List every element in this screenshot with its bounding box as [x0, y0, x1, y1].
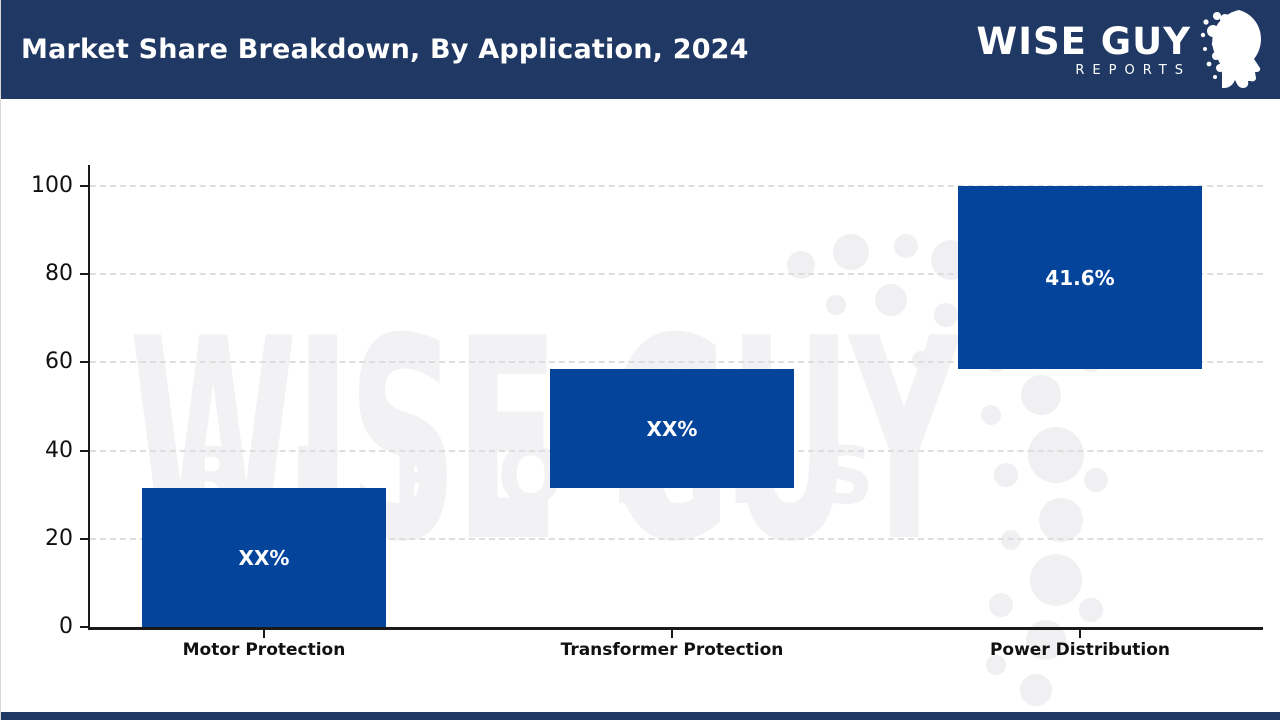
y-axis-tick [80, 185, 88, 187]
y-axis-tick [80, 626, 88, 628]
bar-value-label: XX% [646, 416, 698, 441]
x-axis-line [88, 627, 1263, 630]
y-tick-label: 100 [31, 173, 73, 198]
bar-segment: XX% [550, 369, 794, 489]
y-axis-line [88, 165, 90, 630]
x-category-label: Power Distribution [989, 640, 1171, 660]
y-axis-tick [80, 537, 88, 540]
wiseguy-logo: WISE GUY REPORTS [976, 7, 1267, 93]
bar-segment: 41.6% [958, 186, 1202, 370]
x-category-label: Motor Protection [182, 640, 346, 660]
x-axis-tick [1079, 630, 1081, 638]
footer-bar [1, 712, 1280, 720]
x-axis-tick [263, 630, 265, 638]
chart-title: Market Share Breakdown, By Application, … [21, 34, 749, 65]
y-axis-tick [80, 273, 88, 276]
y-tick-label: 0 [59, 614, 73, 639]
wiseguy-face-icon [1200, 10, 1261, 88]
y-tick-label: 80 [45, 261, 73, 287]
y-axis-tick [80, 449, 88, 452]
bar-value-label: 41.6% [1045, 265, 1115, 290]
logo-wordmark: WISE GUY [976, 20, 1191, 63]
y-tick-label: 60 [45, 349, 73, 375]
grid-line [90, 537, 1263, 540]
bar-segment: XX% [142, 488, 386, 627]
logo-wordmark-block: WISE GUY REPORTS [976, 20, 1191, 79]
x-category-label: Transformer Protection [560, 640, 784, 660]
grid-line [90, 361, 1263, 364]
y-axis-tick [80, 361, 88, 364]
logo-subtext: REPORTS [1075, 63, 1191, 78]
bar-value-label: XX% [238, 545, 290, 570]
y-tick-label: 40 [45, 437, 73, 463]
grid-line [90, 185, 1263, 187]
x-axis-tick [671, 630, 673, 638]
y-tick-label: 20 [45, 525, 73, 551]
header-bar: Market Share Breakdown, By Application, … [1, 0, 1280, 99]
grid-line [90, 273, 1263, 276]
